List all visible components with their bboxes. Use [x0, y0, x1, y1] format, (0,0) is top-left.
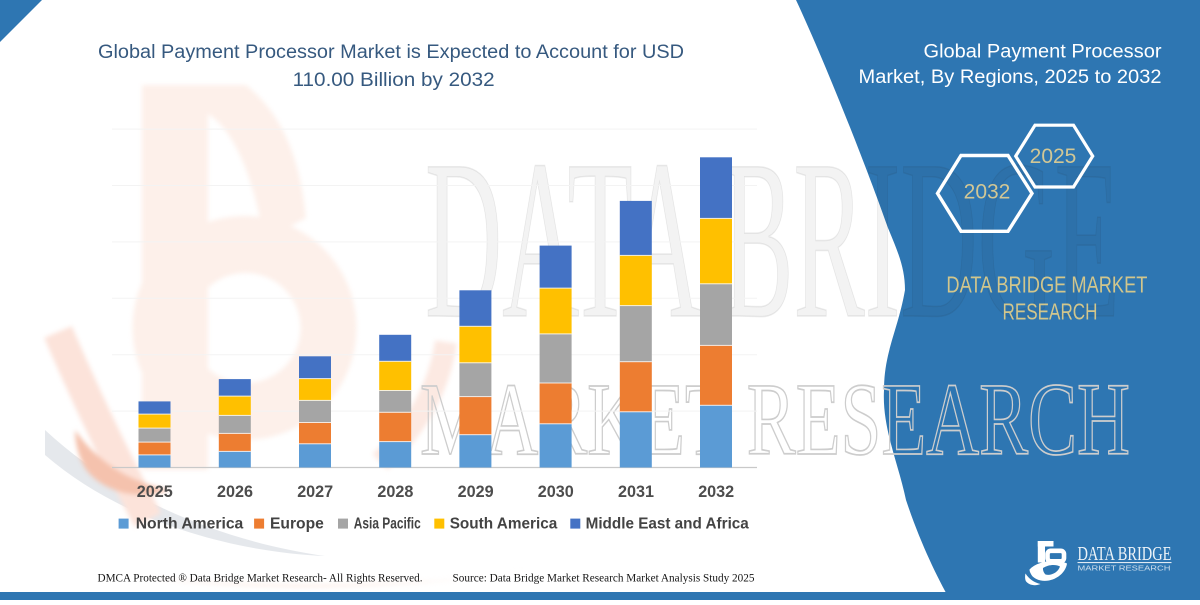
svg-text:110.00 Billion by 2032: 110.00 Billion by 2032 [293, 70, 495, 91]
svg-text:South America: South America [450, 516, 558, 533]
svg-text:2028: 2028 [377, 483, 413, 501]
svg-text:Global Payment Processor: Global Payment Processor [924, 42, 1163, 63]
svg-text:2026: 2026 [217, 483, 253, 501]
svg-text:DMCA Protected ® Data Bridge M: DMCA Protected ® Data Bridge Market Rese… [98, 573, 423, 585]
svg-text:Market, By Regions, 2025 to 20: Market, By Regions, 2025 to 2032 [859, 67, 1162, 88]
svg-text:Source: Data Bridge Market Res: Source: Data Bridge Market Research Mark… [453, 573, 755, 585]
svg-text:2025: 2025 [1030, 145, 1077, 168]
svg-text:Middle East and Africa: Middle East and Africa [586, 516, 749, 533]
svg-text:2027: 2027 [297, 483, 333, 501]
svg-text:MARKET RESEARCH: MARKET RESEARCH [420, 362, 1130, 477]
svg-text:RESEARCH: RESEARCH [1003, 299, 1098, 325]
svg-text:2025: 2025 [137, 483, 173, 501]
svg-text:DATA BRIDGE: DATA BRIDGE [1078, 544, 1172, 565]
svg-text:Asia Pacific: Asia Pacific [354, 516, 421, 533]
svg-text:2031: 2031 [618, 483, 654, 501]
svg-text:DATA BRIDGE: DATA BRIDGE [425, 114, 1120, 366]
svg-text:DATA BRIDGE MARKET: DATA BRIDGE MARKET [946, 272, 1147, 298]
svg-text:MARKET RESEARCH: MARKET RESEARCH [1078, 564, 1171, 573]
svg-text:Europe: Europe [270, 516, 324, 533]
svg-text:2032: 2032 [698, 483, 734, 501]
svg-text:North America: North America [136, 516, 244, 533]
svg-text:2030: 2030 [538, 483, 574, 501]
svg-text:2029: 2029 [458, 483, 494, 501]
svg-text:Global Payment Processor Marke: Global Payment Processor Market is Expec… [98, 42, 684, 63]
svg-text:2032: 2032 [964, 181, 1011, 204]
